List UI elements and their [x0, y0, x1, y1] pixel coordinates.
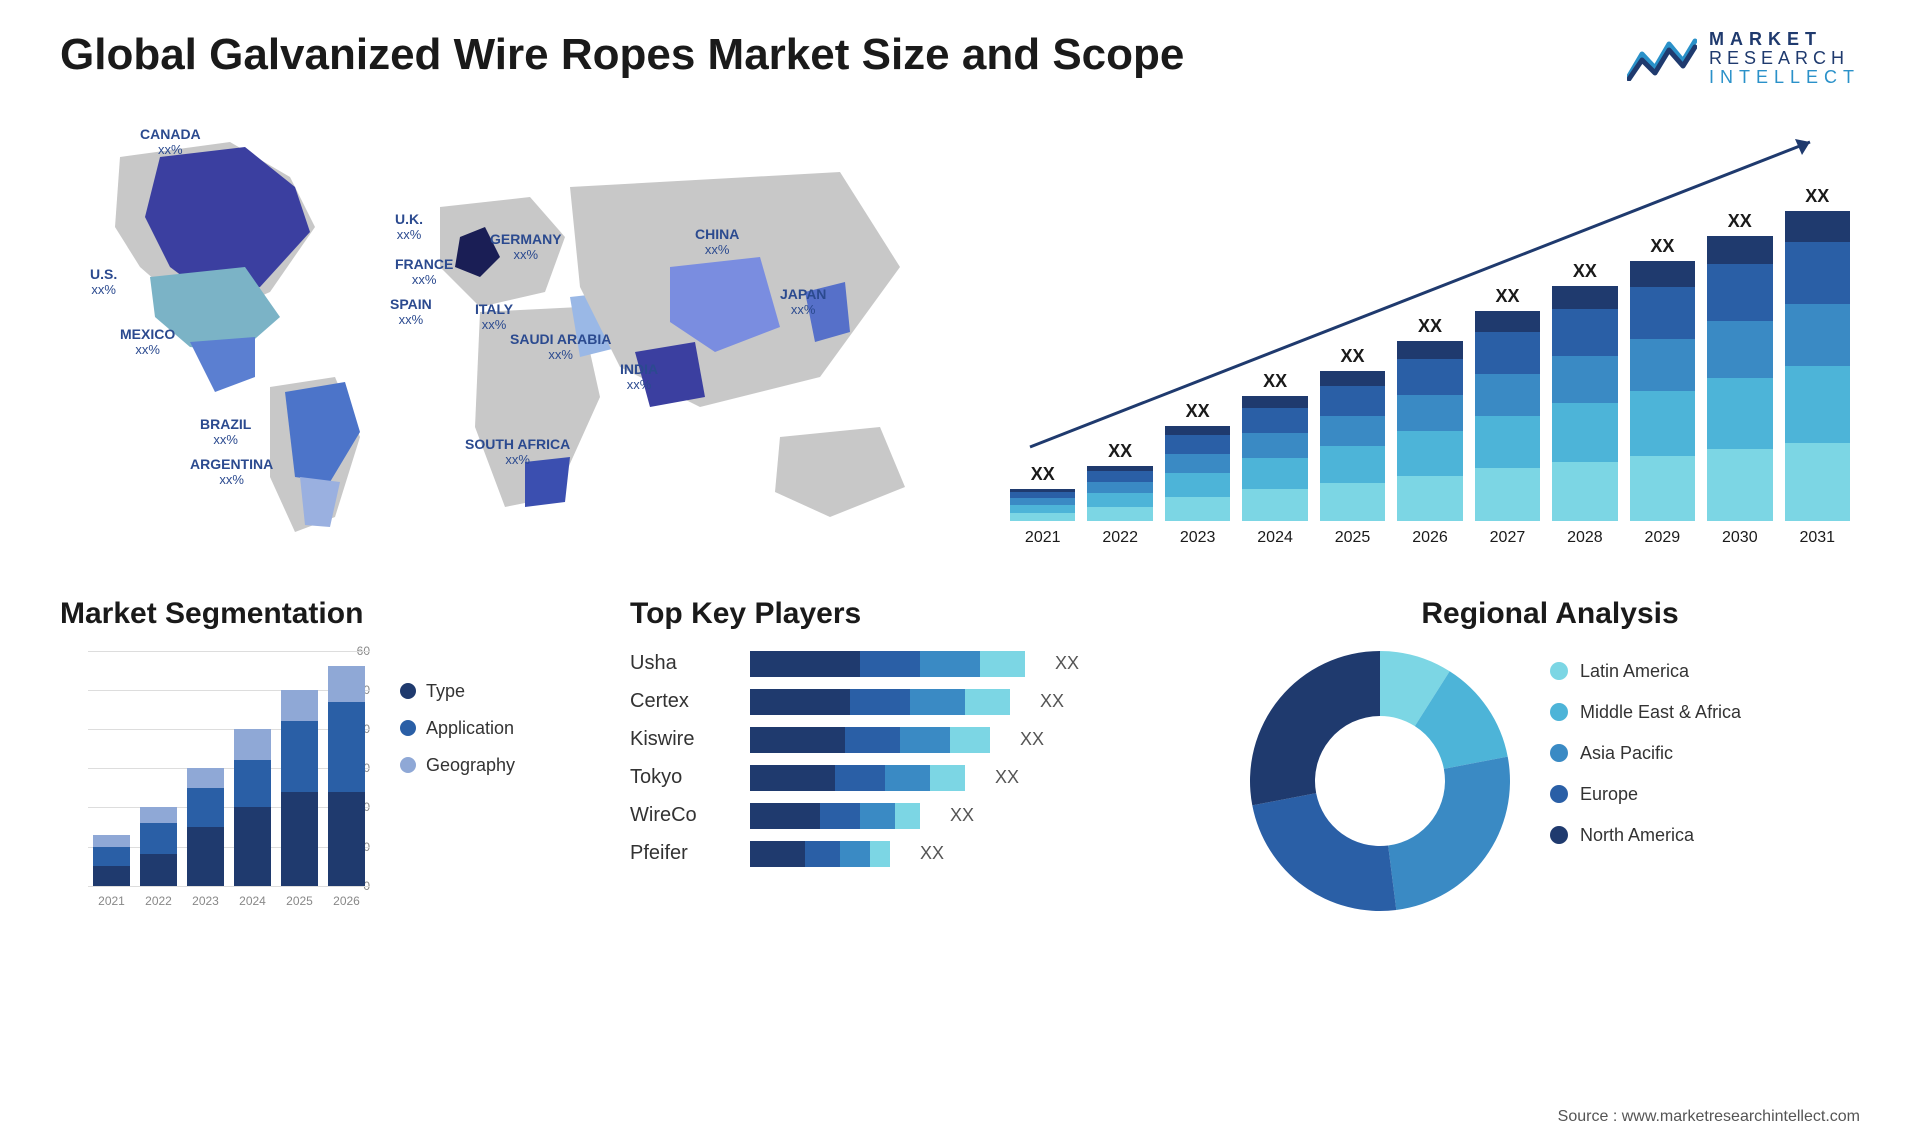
growth-year-label: 2030 [1722, 529, 1758, 547]
growth-bar: XX 2025 [1320, 346, 1385, 547]
map-label: SPAINxx% [390, 297, 432, 328]
growth-bar-value: XX [1031, 464, 1055, 485]
key-players-title: Top Key Players [630, 597, 1190, 631]
growth-year-label: 2031 [1799, 529, 1835, 547]
key-players-chart: UshaXX CertexXX KiswireXX TokyoXX WireCoXX Pf… [630, 651, 1190, 867]
growth-bar-value: XX [1650, 236, 1674, 257]
segmentation-bar-chart: 0102030405060202120222023202420252026 [60, 651, 370, 911]
growth-year-label: 2021 [1025, 529, 1061, 547]
regional-legend-item: Asia Pacific [1550, 743, 1741, 764]
growth-bar: XX 2024 [1242, 371, 1307, 547]
growth-bar-value: XX [1805, 186, 1829, 207]
map-label: FRANCExx% [395, 257, 453, 288]
regional-title: Regional Analysis [1240, 597, 1860, 631]
map-label: U.K.xx% [395, 212, 423, 243]
segmentation-legend-item: Type [400, 681, 515, 702]
upper-row: CANADAxx% U.S.xx% MEXICOxx% BRAZILxx% ARGENT… [60, 117, 1860, 547]
growth-bar-chart: XX 2021 XX 2022 XX 2023 XX 2024 XX 2025 XX 2026 XX 20… [1000, 167, 1860, 547]
segmentation-panel: Market Segmentation 01020304050602021202… [60, 597, 580, 921]
logo-mark-icon [1627, 36, 1697, 81]
map-label: CHINAxx% [695, 227, 739, 258]
regional-legend-item: Middle East & Africa [1550, 702, 1741, 723]
growth-year-label: 2023 [1180, 529, 1216, 547]
growth-year-label: 2029 [1645, 529, 1681, 547]
growth-year-label: 2027 [1490, 529, 1526, 547]
key-player-row: CertexXX [630, 689, 1190, 715]
source-label: Source : www.marketresearchintellect.com [1558, 1108, 1860, 1126]
logo-line2: RESEARCH [1709, 49, 1860, 68]
map-label: MEXICOxx% [120, 327, 175, 358]
header: Global Galvanized Wire Ropes Market Size… [60, 30, 1860, 87]
growth-bar-value: XX [1186, 401, 1210, 422]
key-player-row: PfeiferXX [630, 841, 1190, 867]
map-label: CANADAxx% [140, 127, 201, 158]
growth-bar: XX 2028 [1552, 261, 1617, 547]
growth-bar-value: XX [1495, 286, 1519, 307]
regional-panel: Regional Analysis Latin America Middle Ea… [1240, 597, 1860, 921]
segmentation-title: Market Segmentation [60, 597, 580, 631]
key-player-row: KiswireXX [630, 727, 1190, 753]
growth-bar: XX 2026 [1397, 316, 1462, 547]
map-label: SAUDI ARABIAxx% [510, 332, 611, 363]
map-label: U.S.xx% [90, 267, 117, 298]
growth-bar-value: XX [1263, 371, 1287, 392]
growth-bar: XX 2022 [1087, 441, 1152, 547]
logo-line3: INTELLECT [1709, 68, 1860, 87]
growth-bar-value: XX [1573, 261, 1597, 282]
growth-year-label: 2024 [1257, 529, 1293, 547]
world-map-panel: CANADAxx% U.S.xx% MEXICOxx% BRAZILxx% ARGENT… [60, 117, 960, 547]
logo-text: MARKET RESEARCH INTELLECT [1709, 30, 1860, 87]
map-label: ARGENTINAxx% [190, 457, 273, 488]
map-label: ITALYxx% [475, 302, 513, 333]
growth-chart-panel: XX 2021 XX 2022 XX 2023 XX 2024 XX 2025 XX 2026 XX 20… [1000, 117, 1860, 547]
growth-year-label: 2028 [1567, 529, 1603, 547]
regional-legend-item: North America [1550, 825, 1741, 846]
logo: MARKET RESEARCH INTELLECT [1627, 30, 1860, 87]
growth-bar-value: XX [1341, 346, 1365, 367]
logo-line1: MARKET [1709, 30, 1860, 49]
growth-bar: XX 2031 [1785, 186, 1850, 547]
growth-bar: XX 2023 [1165, 401, 1230, 547]
regional-donut-chart [1240, 641, 1520, 921]
growth-bar-value: XX [1418, 316, 1442, 337]
map-label: GERMANYxx% [490, 232, 562, 263]
growth-bar-value: XX [1108, 441, 1132, 462]
growth-year-label: 2022 [1102, 529, 1138, 547]
growth-year-label: 2026 [1412, 529, 1448, 547]
map-label: JAPANxx% [780, 287, 826, 318]
segmentation-legend: Type Application Geography [400, 651, 515, 911]
regional-legend-item: Latin America [1550, 661, 1741, 682]
regional-legend-item: Europe [1550, 784, 1741, 805]
key-player-row: UshaXX [630, 651, 1190, 677]
growth-bar: XX 2030 [1707, 211, 1772, 547]
map-label: SOUTH AFRICAxx% [465, 437, 570, 468]
growth-bar: XX 2021 [1010, 464, 1075, 547]
map-label: INDIAxx% [620, 362, 658, 393]
page-title: Global Galvanized Wire Ropes Market Size… [60, 30, 1184, 80]
segmentation-legend-item: Application [400, 718, 515, 739]
key-players-panel: Top Key Players UshaXX CertexXX KiswireXX T… [630, 597, 1190, 921]
segmentation-legend-item: Geography [400, 755, 515, 776]
map-label: BRAZILxx% [200, 417, 251, 448]
growth-bar-value: XX [1728, 211, 1752, 232]
regional-legend: Latin America Middle East & Africa Asia Pa… [1550, 651, 1741, 846]
growth-bar: XX 2027 [1475, 286, 1540, 547]
lower-row: Market Segmentation 01020304050602021202… [60, 597, 1860, 921]
key-player-row: WireCoXX [630, 803, 1190, 829]
growth-bar: XX 2029 [1630, 236, 1695, 547]
growth-year-label: 2025 [1335, 529, 1371, 547]
key-player-row: TokyoXX [630, 765, 1190, 791]
